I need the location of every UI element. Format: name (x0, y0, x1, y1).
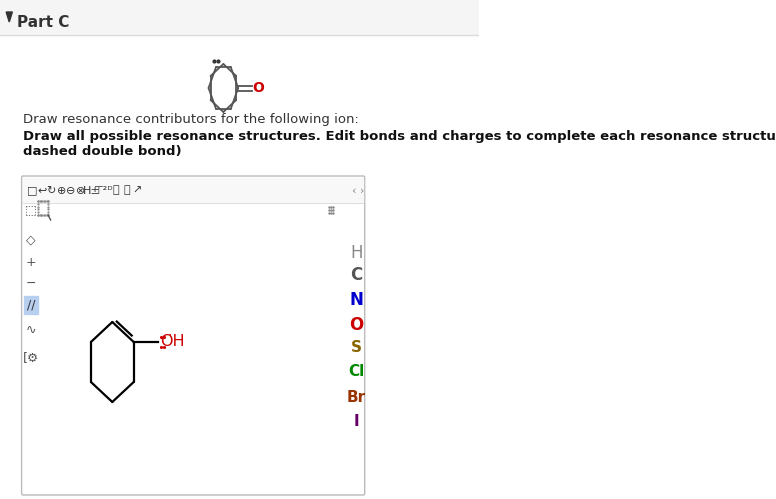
Text: O: O (349, 316, 364, 334)
Text: ⊕: ⊕ (57, 186, 67, 196)
Text: ↻: ↻ (47, 186, 56, 196)
Text: Cl: Cl (348, 364, 365, 380)
Text: Br: Br (347, 390, 366, 405)
Text: ‹ ›: ‹ › (352, 186, 365, 196)
Text: ⓘ: ⓘ (113, 186, 120, 196)
Text: H±: H± (82, 186, 100, 196)
Text: ∿: ∿ (26, 323, 36, 336)
Text: ⊗: ⊗ (76, 186, 85, 196)
Bar (23, 178, 363, 203)
Text: ⊖: ⊖ (66, 186, 75, 196)
Text: ❓: ❓ (123, 186, 130, 196)
Text: Draw resonance contributors for the following ion:: Draw resonance contributors for the foll… (23, 113, 359, 126)
Text: +: + (26, 256, 36, 269)
Text: H: H (351, 244, 363, 262)
Bar (24, 203, 38, 492)
Text: ↗: ↗ (132, 186, 142, 196)
Bar (0, 0, 479, 35)
Text: Part C: Part C (17, 14, 70, 29)
Text: dashed double bond): dashed double bond) (23, 145, 182, 158)
Text: S: S (352, 340, 362, 355)
Text: ÖH: ÖH (160, 334, 185, 349)
Text: Draw all possible resonance structures. Edit bonds and charges to complete each : Draw all possible resonance structures. … (23, 130, 776, 143)
Bar (24, 296, 38, 314)
FancyBboxPatch shape (22, 176, 365, 495)
Text: ⬚: ⬚ (26, 204, 37, 217)
Text: ⊤²ᴰ: ⊤²ᴰ (93, 186, 113, 196)
Text: [⚙: [⚙ (23, 351, 40, 364)
Text: I: I (354, 415, 359, 430)
Text: O: O (252, 81, 265, 95)
Text: ↩: ↩ (37, 186, 47, 196)
Bar (38, 203, 348, 492)
Text: C: C (351, 266, 363, 284)
Text: □: □ (27, 186, 37, 196)
Text: N: N (350, 291, 364, 309)
Text: −: − (26, 276, 36, 289)
Text: //: // (27, 298, 36, 311)
Text: ◇: ◇ (26, 234, 36, 247)
Polygon shape (6, 12, 12, 22)
